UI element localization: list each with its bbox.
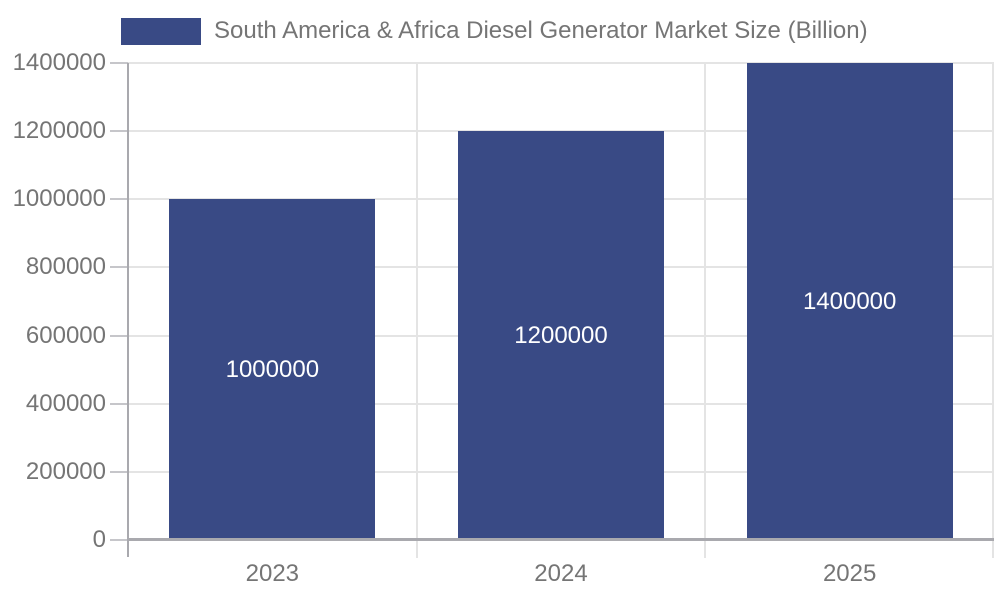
bar[interactable]: 1000000 — [169, 199, 376, 540]
y-tick-mark — [110, 470, 128, 473]
v-gridline — [704, 63, 707, 558]
v-gridline — [415, 63, 418, 558]
y-tick-mark — [110, 266, 128, 269]
y-tick-mark — [110, 198, 128, 201]
legend-item[interactable]: South America & Africa Diesel Generator … — [121, 17, 868, 45]
x-axis-line — [128, 538, 994, 541]
bar[interactable]: 1200000 — [458, 131, 664, 540]
y-tick-label: 1000000 — [12, 185, 106, 213]
legend-label: South America & Africa Diesel Generator … — [214, 17, 868, 44]
x-tick-label: 2023 — [245, 560, 300, 587]
y-tick-label: 600000 — [25, 321, 106, 349]
bar-value-label: 1000000 — [225, 355, 320, 383]
bar-value-label: 1400000 — [802, 287, 897, 315]
y-tick-mark — [110, 62, 128, 64]
y-tick-label: 0 — [92, 526, 106, 553]
plot-right-border — [992, 63, 994, 558]
y-gridline — [128, 62, 994, 64]
legend-swatch — [121, 17, 201, 45]
y-tick-label: 1400000 — [12, 49, 106, 76]
bar-value-label: 1200000 — [514, 321, 608, 349]
y-tick-label: 400000 — [25, 389, 106, 417]
y-tick-mark — [110, 334, 128, 337]
y-tick-label: 1200000 — [12, 117, 106, 145]
y-tick-mark — [110, 402, 128, 405]
bar[interactable]: 1400000 — [746, 63, 953, 540]
y-tick-mark — [110, 539, 128, 541]
y-tick-label: 800000 — [25, 253, 106, 281]
x-tick-label: 2025 — [822, 560, 877, 587]
y-tick-label: 200000 — [25, 457, 106, 485]
y-axis-line — [127, 63, 129, 557]
y-tick-mark — [110, 130, 128, 133]
x-tick-label: 2024 — [534, 560, 588, 587]
